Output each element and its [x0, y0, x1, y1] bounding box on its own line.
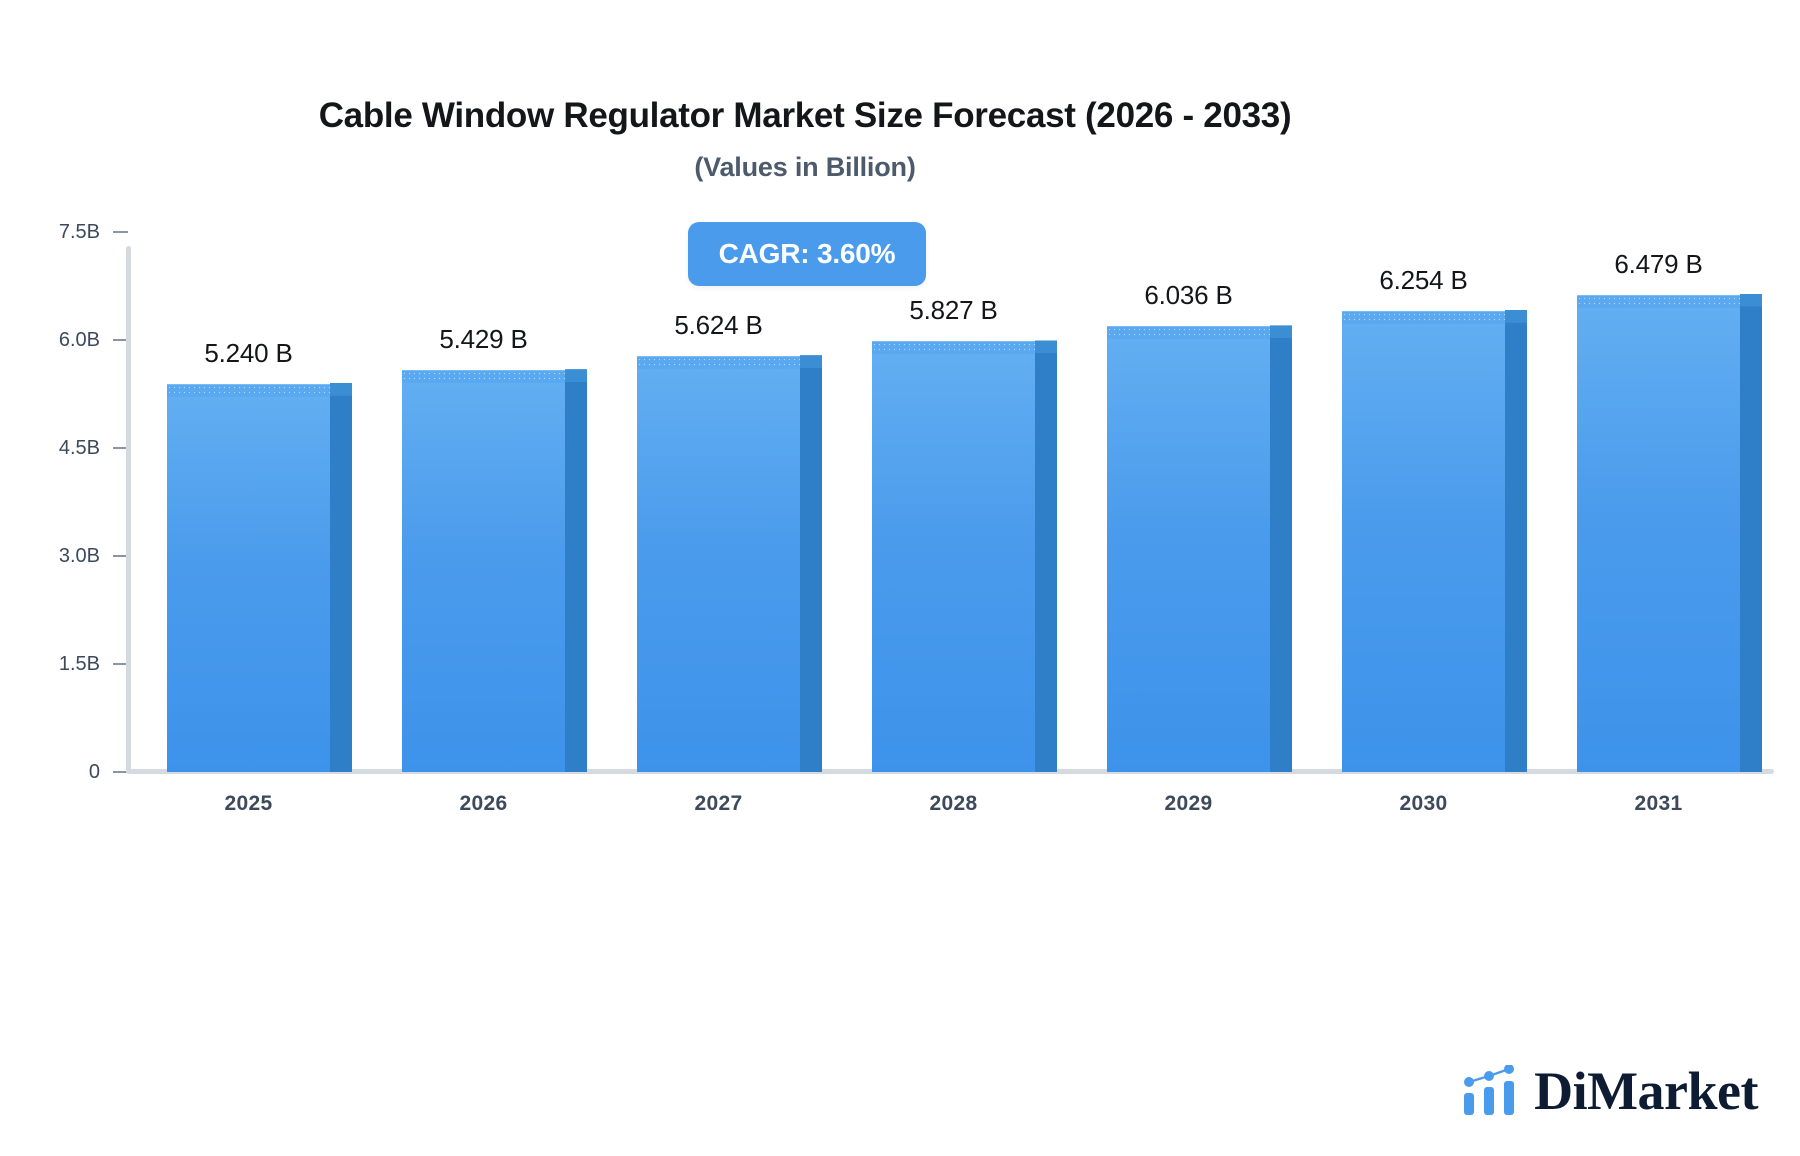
y-axis-line [126, 246, 131, 772]
bar-item[interactable]: 5.827 B [872, 232, 1057, 778]
x-axis-label: 2029 [1164, 792, 1213, 815]
bar-value-label: 5.429 B [439, 324, 528, 355]
chart-subtitle: (Values in Billion) [694, 152, 916, 183]
bar-value-label: 6.254 B [1379, 264, 1468, 295]
bar-front-face [872, 352, 1035, 772]
bar-side-face [1035, 352, 1057, 772]
bar-side-cap [330, 382, 352, 396]
y-axis-tick-mark [113, 555, 128, 557]
bar-value-label: 5.240 B [204, 337, 293, 368]
bar-item[interactable]: 5.624 B [637, 232, 822, 778]
y-axis: 7.5B 6.0B 4.5B 3.0B 1.5B 0 [0, 221, 128, 783]
y-axis-tick: 1.5B [58, 652, 128, 675]
x-axis-label: 2030 [1399, 792, 1448, 815]
y-axis-tick-label: 0 [88, 760, 100, 783]
plot-area: 7.5B 6.0B 4.5B 3.0B 1.5B 0 5.240 B 5.429 B 5.62… [0, 221, 1800, 892]
bar-top-face [637, 356, 800, 370]
bar[interactable] [1107, 325, 1292, 778]
y-axis-tick-mark [113, 231, 128, 233]
bar-front-face [1342, 321, 1505, 772]
y-axis-tick: 3.0B [58, 544, 128, 567]
bar-front-face [1107, 337, 1270, 772]
bar-value-label: 6.036 B [1144, 280, 1233, 311]
bar-item[interactable]: 5.429 B [402, 232, 587, 778]
bar-top-face [1577, 294, 1740, 308]
bar[interactable] [1342, 309, 1527, 778]
bar-side-cap [1270, 325, 1292, 339]
bar-front-face [167, 394, 330, 772]
bar-value-label: 5.624 B [674, 310, 763, 341]
y-axis-tick-label: 4.5B [58, 436, 100, 459]
bar[interactable] [637, 355, 822, 778]
bar-item[interactable]: 6.254 B [1342, 232, 1527, 778]
bar-top-face [402, 370, 565, 384]
bar-side-face [565, 381, 587, 772]
bar-front-face [1577, 305, 1740, 772]
y-axis-tick-label: 1.5B [58, 652, 100, 675]
bar-side-cap [565, 369, 587, 383]
y-axis-tick: 4.5B [58, 436, 128, 459]
y-axis-tick-label: 3.0B [58, 544, 100, 567]
bar[interactable] [402, 369, 587, 778]
y-axis-tick: 7.5B [58, 220, 128, 243]
y-axis-tick: 0 [88, 760, 128, 783]
title-block: Cable Window Regulator Market Size Forec… [0, 96, 1610, 183]
y-axis-tick-label: 6.0B [58, 328, 100, 351]
cagr-badge-label: CAGR: 3.60% [718, 238, 896, 269]
bar-side-cap [1740, 293, 1762, 307]
y-axis-tick-mark [113, 447, 128, 449]
bar-chart-icon [1464, 1065, 1515, 1115]
chart-title: Cable Window Regulator Market Size Forec… [318, 96, 1292, 135]
bar-side-cap [1505, 309, 1527, 323]
bar-item[interactable]: 6.479 B [1577, 232, 1762, 778]
x-axis-label: 2025 [224, 792, 273, 815]
bar-top-face [1107, 326, 1270, 340]
bar-side-face [1270, 337, 1292, 772]
bar-front-face [637, 367, 800, 772]
y-axis-tick-mark [113, 771, 128, 773]
x-axis-label: 2031 [1634, 792, 1683, 815]
bar-side-face [1740, 305, 1762, 772]
bar[interactable] [167, 382, 352, 778]
bar-series: 5.240 B 5.429 B 5.624 B 5.827 B 6.036 B 6.254… [131, 232, 1776, 778]
bar-top-face [167, 383, 330, 397]
bar-side-face [330, 394, 352, 772]
bar-value-label: 6.479 B [1614, 248, 1703, 279]
y-axis-tick-mark [113, 339, 128, 341]
x-axis-label: 2028 [929, 792, 978, 815]
bar-value-label: 5.827 B [909, 295, 998, 326]
bar-item[interactable]: 6.036 B [1107, 232, 1292, 778]
bar-side-cap [800, 355, 822, 369]
bar-top-face [872, 341, 1035, 355]
bar[interactable] [1577, 293, 1762, 778]
cagr-badge: CAGR: 3.60% [688, 222, 926, 286]
bar[interactable] [872, 340, 1057, 778]
x-axis-label: 2026 [459, 792, 508, 815]
bar-front-face [402, 381, 565, 772]
dimarket-logo: DiMarket [1462, 1064, 1758, 1118]
x-axis-label: 2027 [694, 792, 743, 815]
y-axis-tick: 6.0B [58, 328, 128, 351]
x-axis-labels: 2025 2026 2027 2028 2029 2030 2031 [131, 792, 1776, 832]
bar-side-face [1505, 321, 1527, 772]
bar-side-face [800, 367, 822, 772]
y-axis-tick-mark [113, 663, 128, 665]
y-axis-tick-label: 7.5B [58, 220, 100, 243]
bar-side-cap [1035, 340, 1057, 354]
bar-item[interactable]: 5.240 B [167, 232, 352, 778]
logo-text: DiMarket [1534, 1061, 1758, 1121]
bar-top-face [1342, 310, 1505, 324]
